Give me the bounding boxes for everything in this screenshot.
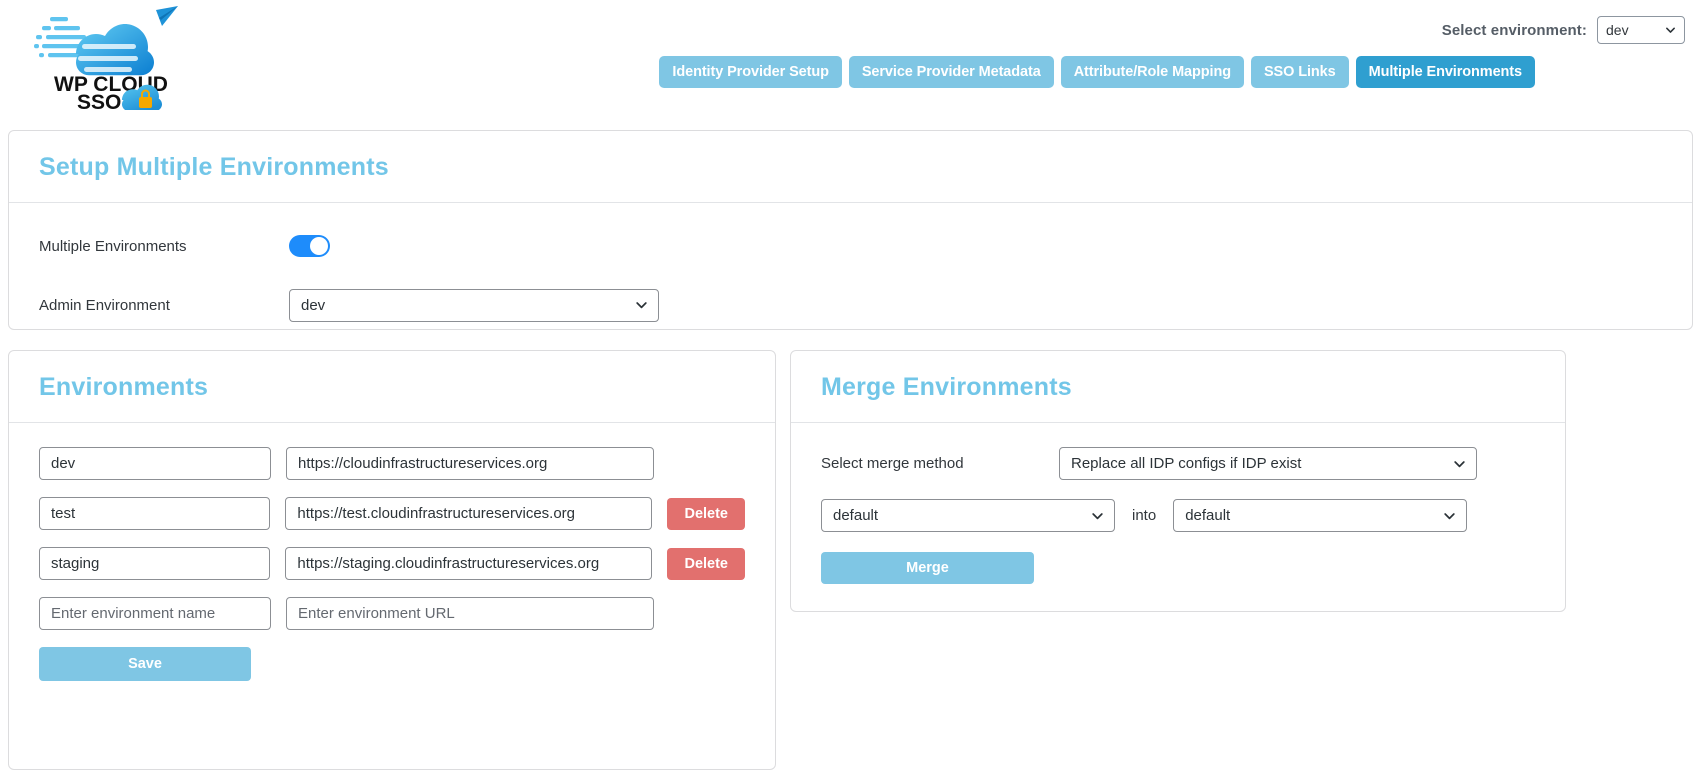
page-header: WP CLOUD SSO Select environment: dev Ide… [0, 0, 1701, 110]
environment-url-input[interactable] [285, 547, 653, 580]
environment-name-input[interactable] [39, 447, 272, 480]
admin-environment-value: dev [301, 296, 326, 314]
merge-source-value: default [833, 507, 879, 524]
environment-url-input[interactable] [286, 447, 655, 480]
merge-target-select[interactable]: default [1173, 499, 1468, 532]
toggle-knob [310, 237, 328, 255]
admin-environment-row: Admin Environment dev [39, 286, 1662, 324]
environment-name-input[interactable] [39, 497, 271, 530]
environment-selector-label: Select environment: [1441, 21, 1587, 39]
setup-card-header: Setup Multiple Environments [9, 131, 1692, 203]
wp-cloud-sso-logo: WP CLOUD SSO [30, 4, 190, 110]
delete-button-placeholder [669, 598, 745, 630]
merge-source-target-row: default into default [821, 499, 1535, 532]
chevron-down-icon [1454, 460, 1465, 467]
delete-button-placeholder [669, 448, 745, 480]
multiple-environments-row: Multiple Environments [39, 227, 1662, 265]
merge-into-label: into [1132, 507, 1157, 524]
merge-card-title: Merge Environments [821, 373, 1072, 401]
tab-multiple-environments[interactable]: Multiple Environments [1355, 56, 1535, 88]
environment-name-input[interactable] [39, 547, 271, 580]
svg-text:SSO: SSO [77, 91, 121, 110]
merge-card-body: Select merge method Replace all IDP conf… [791, 423, 1565, 608]
environments-card-body: Delete Delete Save [9, 423, 775, 705]
merge-method-value: Replace all IDP configs if IDP exist [1071, 455, 1302, 472]
chevron-down-icon [1444, 512, 1455, 519]
environment-row: Delete [39, 547, 745, 580]
merge-card-header: Merge Environments [791, 351, 1565, 423]
environment-url-input[interactable] [285, 497, 653, 530]
tab-identity-provider-setup[interactable]: Identity Provider Setup [659, 56, 842, 88]
environments-card: Environments Delete Delete [8, 350, 776, 770]
setup-multiple-environments-card: Setup Multiple Environments Multiple Env… [8, 130, 1693, 330]
new-environment-url-input[interactable] [286, 597, 655, 630]
chevron-down-icon [1666, 27, 1675, 33]
merge-method-label: Select merge method [821, 455, 964, 472]
delete-environment-button[interactable]: Delete [667, 497, 745, 530]
merge-button[interactable]: Merge [821, 552, 1034, 584]
environment-row [39, 447, 745, 480]
environment-selector[interactable]: Select environment: dev [1442, 16, 1685, 44]
environments-card-header: Environments [9, 351, 775, 423]
merge-target-value: default [1185, 507, 1231, 524]
delete-environment-button[interactable]: Delete [667, 547, 745, 580]
chevron-down-icon [1092, 512, 1103, 519]
merge-environments-card: Merge Environments Select merge method R… [790, 350, 1566, 612]
tab-service-provider-metadata[interactable]: Service Provider Metadata [848, 56, 1054, 88]
multiple-environments-toggle[interactable] [289, 235, 330, 257]
environment-select-value: dev [1606, 22, 1629, 38]
environments-card-title: Environments [39, 373, 209, 401]
multiple-environments-label: Multiple Environments [39, 237, 187, 255]
main-tabs: Identity Provider Setup Service Provider… [0, 56, 1701, 88]
setup-card-title: Setup Multiple Environments [39, 153, 389, 181]
save-button[interactable]: Save [39, 647, 251, 681]
tab-attribute-role-mapping[interactable]: Attribute/Role Mapping [1060, 56, 1244, 88]
tab-sso-links[interactable]: SSO Links [1250, 56, 1349, 88]
setup-card-body: Multiple Environments Admin Environment … [9, 203, 1692, 348]
admin-environment-select[interactable]: dev [289, 288, 659, 322]
merge-method-row: Select merge method Replace all IDP conf… [821, 447, 1535, 480]
chevron-down-icon [636, 302, 647, 309]
merge-method-select[interactable]: Replace all IDP configs if IDP exist [1059, 447, 1477, 480]
environment-select[interactable]: dev [1597, 16, 1685, 44]
environment-row: Delete [39, 497, 745, 530]
merge-source-select[interactable]: default [821, 499, 1115, 532]
new-environment-name-input[interactable] [39, 597, 272, 630]
admin-environment-label: Admin Environment [39, 296, 170, 314]
new-environment-row [39, 597, 745, 630]
